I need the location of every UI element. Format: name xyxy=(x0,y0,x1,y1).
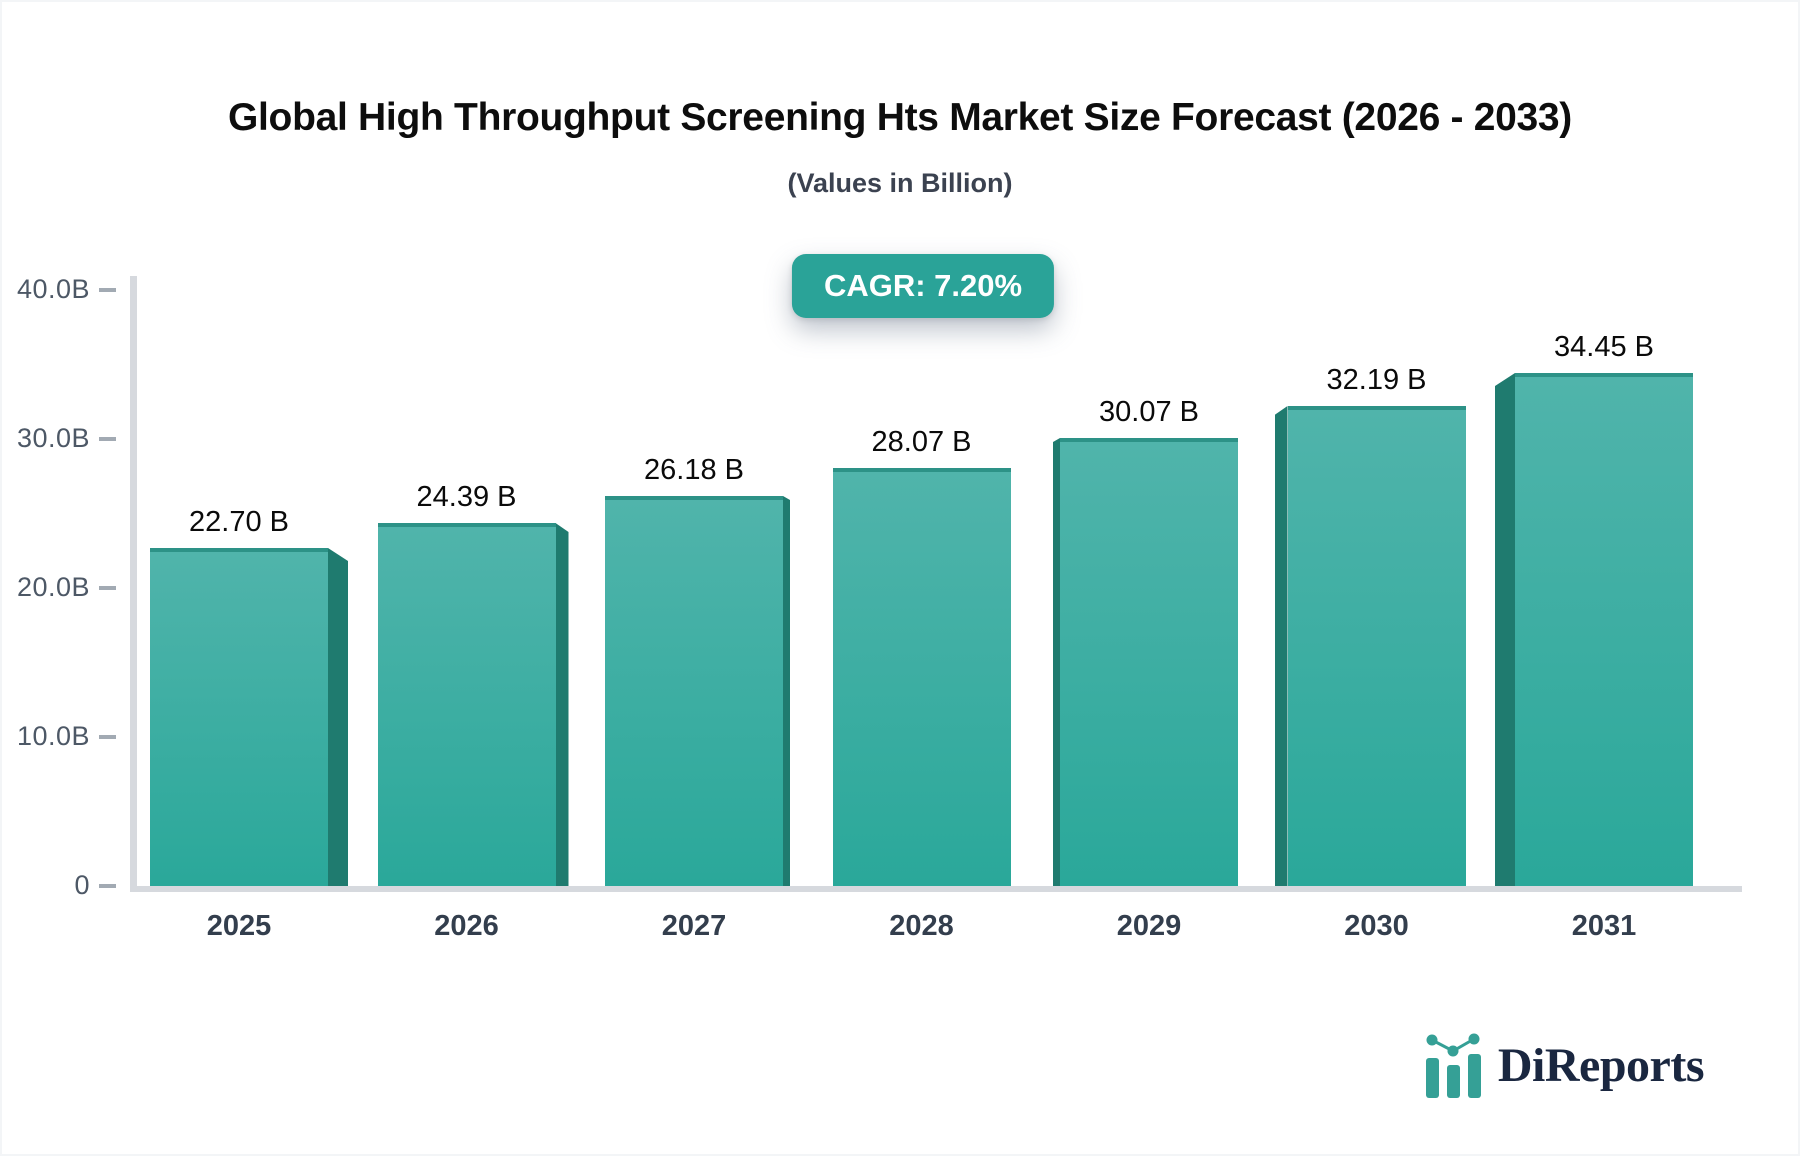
brand-name: DiReports xyxy=(1497,1038,1705,1092)
bar-side-face xyxy=(555,523,569,886)
bar-value-label: 24.39 B xyxy=(416,481,517,513)
y-tick-label: 40.0B xyxy=(16,274,90,304)
x-tick-label: 2028 xyxy=(889,910,954,942)
x-tick-label: 2026 xyxy=(434,910,499,942)
bar-face-2025 xyxy=(150,548,328,886)
bar-chart-logo-icon xyxy=(1425,1033,1481,1098)
bar-value-label: 28.07 B xyxy=(871,426,972,458)
x-tick-label: 2030 xyxy=(1344,910,1409,942)
x-axis-baseline xyxy=(130,886,1742,892)
cagr-badge: CAGR: 7.20% xyxy=(791,254,1055,318)
y-tick-mark xyxy=(99,884,116,888)
bar-face-2026 xyxy=(377,523,556,886)
bar-side-face xyxy=(783,496,790,886)
bar-face-2030 xyxy=(1287,406,1466,886)
y-tick-label: 30.0B xyxy=(16,423,90,453)
bar-side-face xyxy=(328,548,348,886)
chart-subtitle: (Values in Billion) xyxy=(787,168,1013,198)
bar-face-2027 xyxy=(605,496,783,886)
brand-logo: DiReports xyxy=(1422,1032,1705,1098)
y-tick-mark xyxy=(99,288,116,292)
bar-value-label: 32.19 B xyxy=(1326,364,1427,396)
y-tick-mark xyxy=(99,586,116,590)
bar-value-label: 22.70 B xyxy=(189,506,289,538)
bar-value-label: 34.45 B xyxy=(1554,331,1654,363)
x-tick-label: 2027 xyxy=(661,910,727,942)
x-tick-label: 2029 xyxy=(1116,910,1182,942)
y-tick-label: 0 xyxy=(74,870,90,900)
bar-side-face xyxy=(1495,373,1515,886)
bar-face-2029 xyxy=(1060,438,1238,886)
bar-side-face xyxy=(1274,406,1288,886)
x-tick-label: 2031 xyxy=(1571,910,1637,942)
bar-face-2028 xyxy=(832,468,1011,886)
y-tick-label: 10.0B xyxy=(16,721,90,751)
bar-value-label: 30.07 B xyxy=(1099,396,1199,428)
y-axis-line xyxy=(130,276,137,892)
bar-side-face xyxy=(1053,438,1060,886)
bar-face-2031 xyxy=(1515,373,1693,886)
x-tick-label: 2025 xyxy=(206,910,272,942)
chart-title: Global High Throughput Screening Hts Mar… xyxy=(227,96,1572,139)
y-tick-mark xyxy=(99,735,116,739)
y-tick-label: 20.0B xyxy=(16,572,90,602)
y-tick-mark xyxy=(99,437,116,441)
bar-value-label: 26.18 B xyxy=(644,454,744,486)
